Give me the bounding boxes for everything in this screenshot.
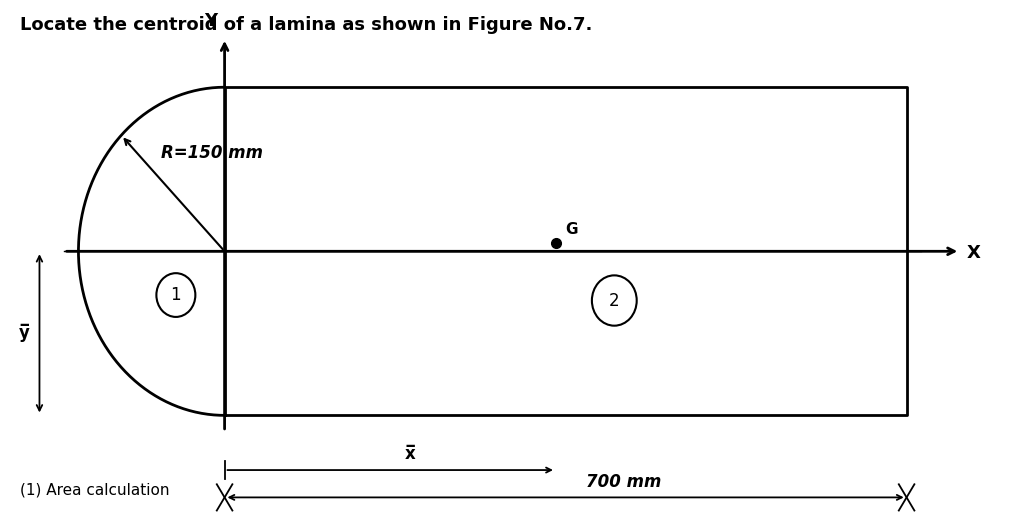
Text: Locate the centroid of a lamina as shown in Figure No.7.: Locate the centroid of a lamina as shown… — [20, 16, 592, 34]
Text: y̅: y̅ — [18, 324, 30, 343]
Text: R=150 mm: R=150 mm — [161, 144, 263, 161]
Text: 2: 2 — [609, 292, 620, 309]
Text: (1) Area calculation: (1) Area calculation — [20, 482, 170, 497]
Text: x̅: x̅ — [404, 445, 415, 463]
Text: Y: Y — [204, 12, 217, 30]
Text: 700 mm: 700 mm — [587, 473, 662, 491]
Text: G: G — [565, 222, 579, 237]
Text: 1: 1 — [171, 286, 181, 304]
Text: X: X — [967, 244, 981, 263]
